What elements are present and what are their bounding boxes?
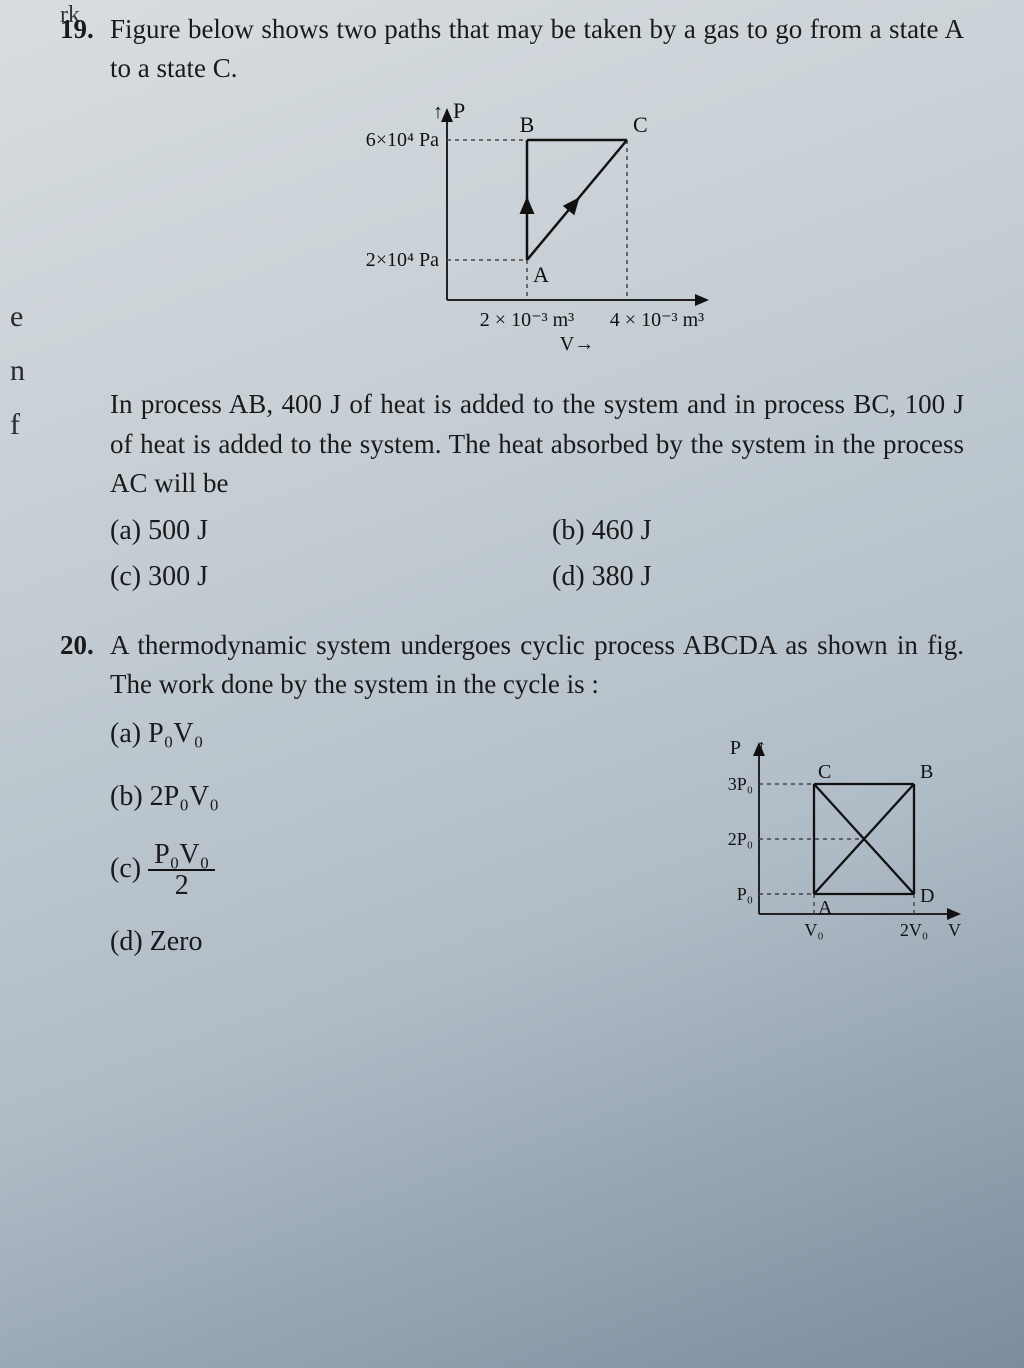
q19-option-c: (c) 300 J [110,557,522,598]
q20-option-d: (d) Zero [110,922,684,963]
q19-option-a: (a) 500 J [110,511,522,552]
q20-text: A thermodynamic system undergoes cyclic … [110,626,964,704]
svg-text:3P₀: 3P₀ [728,774,753,794]
svg-text:P: P [453,100,465,123]
svg-text:4 × 10⁻³ m³: 4 × 10⁻³ m³ [610,309,704,331]
svg-text:P: P [730,737,741,759]
q20-option-c-prefix: (c) [110,852,148,883]
q19-chart: ↑ P 6×10⁴ Pa 2×10⁴ Pa A B C 2 × 10⁻³ m³ 4 × 10⁻³… [357,100,717,371]
svg-text:A: A [533,262,549,287]
question-20: 20. A thermodynamic system undergoes cyc… [110,626,964,985]
svg-text:6×10⁴ Pa: 6×10⁴ Pa [366,129,439,151]
q19-chart-svg: ↑ P 6×10⁴ Pa 2×10⁴ Pa A B C 2 × 10⁻³ m³ 4 × 10⁻³… [357,100,717,360]
q20-option-b: (b) 2P₀V₀ [110,777,684,818]
svg-text:P₀: P₀ [737,884,753,904]
q19-option-d: (d) 380 J [552,557,964,598]
q20-body: (a) P₀V₀ (b) 2P₀V₀ (c) P₀V₀ 2 (d) Zero P… [110,704,964,985]
svg-text:D: D [920,885,934,907]
question-19: 19. Figure below shows two paths that ma… [110,10,964,598]
q19-after-fig: In process AB, 400 J of heat is added to… [110,385,964,502]
q20-option-c: (c) P₀V₀ 2 [110,840,684,901]
svg-text:B: B [520,112,535,137]
svg-text:2V₀: 2V₀ [900,920,928,940]
svg-text:2×10⁴ Pa: 2×10⁴ Pa [366,249,439,271]
svg-text:V→: V→ [948,920,964,940]
q20-chart: P ↑3P₀ 2P₀ P₀ C B A D V₀ 2V₀ V→ [704,734,964,985]
q20-options: (a) P₀V₀ (b) 2P₀V₀ (c) P₀V₀ 2 (d) Zero [110,704,684,985]
svg-text:2P₀: 2P₀ [728,829,753,849]
q19-options: (a) 500 J (b) 460 J (c) 300 J (d) 380 J [110,511,964,598]
q19-option-b: (b) 460 J [552,511,964,552]
svg-text:V→: V→ [560,333,594,355]
svg-text:↑: ↑ [757,736,766,756]
fraction-icon: P₀V₀ 2 [148,840,215,901]
q20-option-c-num: P₀V₀ [148,840,215,871]
svg-text:B: B [920,761,933,783]
page-content: 19. Figure below shows two paths that ma… [0,0,1024,1368]
q20-chart-svg: P ↑3P₀ 2P₀ P₀ C B A D V₀ 2V₀ V→ [704,734,964,954]
q20-option-a: (a) P₀V₀ [110,714,684,755]
q19-chart-wrap: ↑ P 6×10⁴ Pa 2×10⁴ Pa A B C 2 × 10⁻³ m³ 4 × 10⁻³… [110,100,964,371]
svg-text:↑: ↑ [433,101,443,123]
svg-text:A: A [818,897,833,919]
q20-number: 20. [60,626,94,665]
q20-option-c-den: 2 [148,871,215,900]
svg-text:C: C [633,112,648,137]
q19-intro: Figure below shows two paths that may be… [110,10,964,88]
svg-text:2 × 10⁻³ m³: 2 × 10⁻³ m³ [480,309,574,331]
q19-number: 19. [60,10,94,49]
svg-text:V₀: V₀ [804,920,823,940]
svg-text:C: C [818,761,831,783]
